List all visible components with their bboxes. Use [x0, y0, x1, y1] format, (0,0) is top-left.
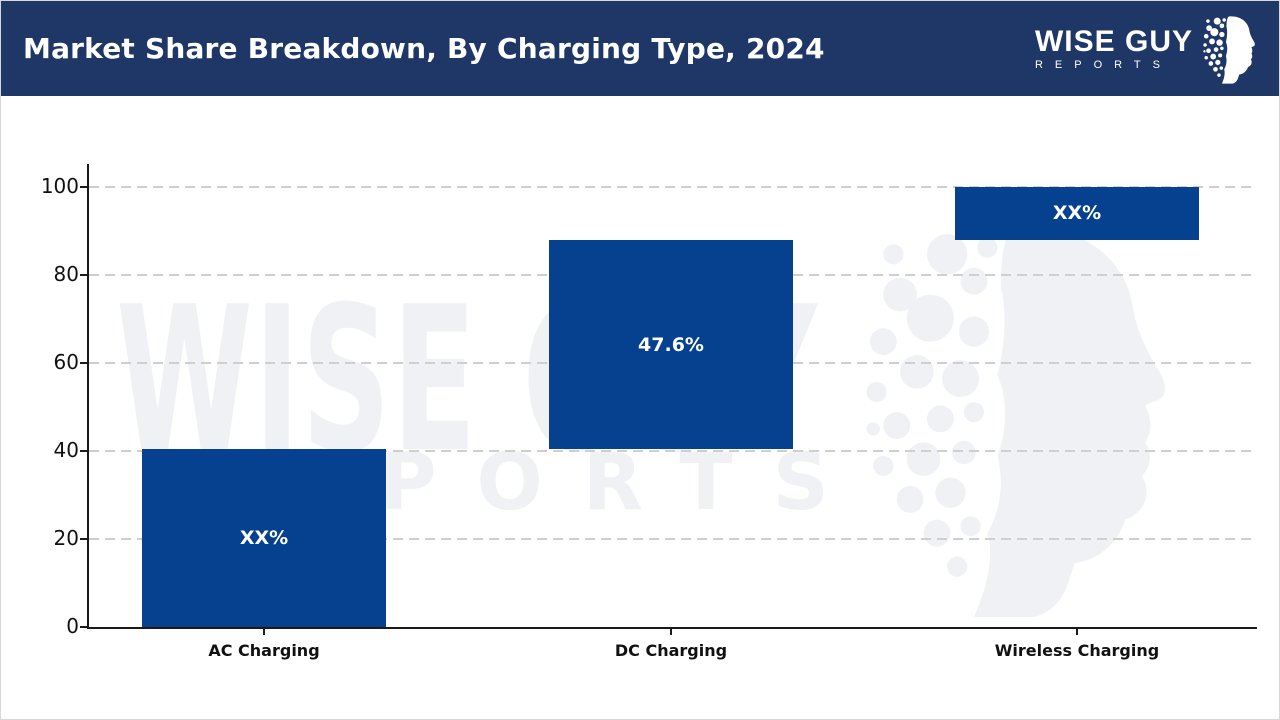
y-tick-label: 0 [66, 614, 79, 638]
gridline-y20 [89, 538, 1257, 540]
gridline-y40 [89, 450, 1257, 452]
y-tick-label: 100 [40, 174, 79, 198]
x-tick-mark [1076, 627, 1078, 635]
y-axis-spine [87, 164, 89, 629]
x-category-label: AC Charging [208, 641, 320, 660]
y-tick-label: 80 [53, 262, 79, 286]
gridline-y100 [89, 186, 1257, 188]
bar-value-label: 47.6% [638, 333, 704, 356]
y-tick-mark [80, 274, 89, 276]
y-tick-mark [80, 186, 89, 188]
bar-ac-charging: XX% [142, 449, 386, 627]
y-tick-mark [80, 626, 89, 628]
y-tick-label: 60 [53, 350, 79, 374]
y-tick-mark [80, 538, 89, 540]
page-title: Market Share Breakdown, By Charging Type… [23, 32, 825, 65]
x-category-label: Wireless Charging [994, 641, 1160, 660]
plot-area: WISE GUY REPORTS 0 20 40 60 80 100 XX% AC Charg… [1, 96, 1279, 719]
y-tick-mark [80, 362, 89, 364]
bar-value-label: XX% [239, 527, 289, 550]
wiseguy-logo: WISE GUY REPORTS [1035, 13, 1259, 85]
logo-subtitle: REPORTS [1034, 59, 1172, 72]
x-category-label: DC Charging [614, 641, 728, 660]
y-tick-label: 40 [53, 438, 79, 462]
y-tick-mark [80, 450, 89, 452]
x-tick-mark [263, 627, 265, 635]
bar-value-label: XX% [1052, 202, 1102, 225]
bar-wireless-charging: XX% [955, 187, 1199, 240]
logo-face-icon [1201, 13, 1259, 85]
logo-wordmark: WISE GUY [1034, 24, 1193, 58]
x-axis-spine [87, 627, 1257, 629]
bar-dc-charging: 47.6% [549, 239, 793, 450]
header: Market Share Breakdown, By Charging Type… [1, 1, 1279, 96]
logo-text: WISE GUY REPORTS [1035, 26, 1193, 72]
y-tick-label: 20 [53, 526, 79, 550]
x-tick-mark [670, 627, 672, 635]
